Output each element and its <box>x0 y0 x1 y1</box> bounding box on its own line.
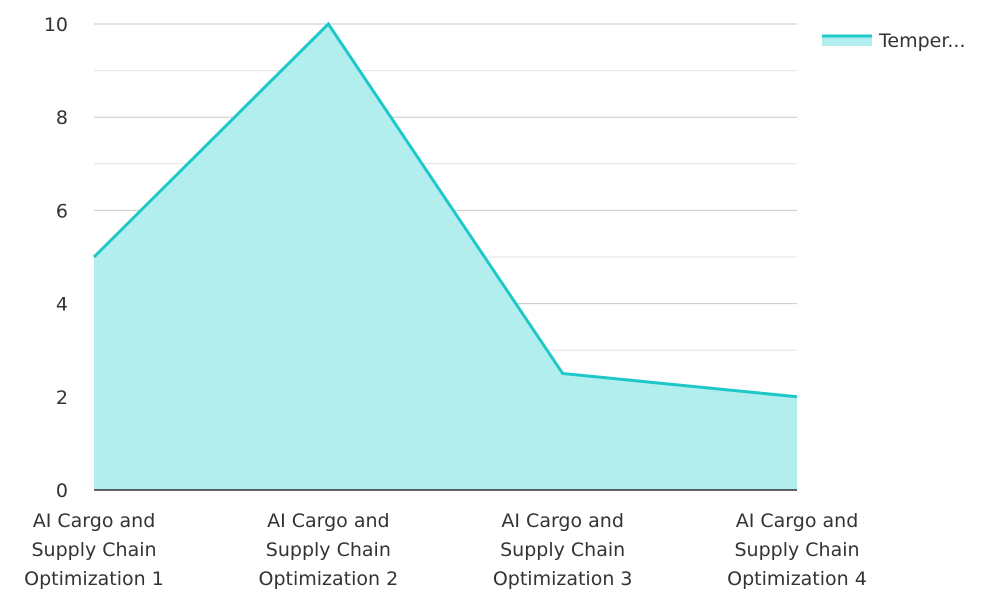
y-tick-label: 0 <box>56 480 68 502</box>
y-axis-ticks: 0 2 4 6 8 10 <box>44 14 68 502</box>
legend-swatch <box>822 35 872 46</box>
y-tick-label: 2 <box>56 387 68 409</box>
y-tick-label: 6 <box>56 200 68 222</box>
legend-label: Temper... <box>878 30 966 52</box>
x-category-label: AI Cargo and Supply Chain Optimization 4 <box>727 510 867 590</box>
y-tick-label: 10 <box>44 14 68 36</box>
x-axis-labels: AI Cargo and Supply Chain Optimization 1 AI… <box>24 510 867 590</box>
x-category-label: AI Cargo and Supply Chain Optimization 2 <box>258 510 398 590</box>
y-tick-label: 4 <box>56 294 68 316</box>
series-line <box>92 21 798 399</box>
x-category-label: AI Cargo and Supply Chain Optimization 1 <box>24 510 164 590</box>
x-category-label: AI Cargo and Supply Chain Optimization 3 <box>493 510 633 590</box>
legend[interactable]: Temper... <box>822 30 966 52</box>
y-tick-label: 8 <box>56 107 68 129</box>
series-area-fill <box>94 24 797 490</box>
